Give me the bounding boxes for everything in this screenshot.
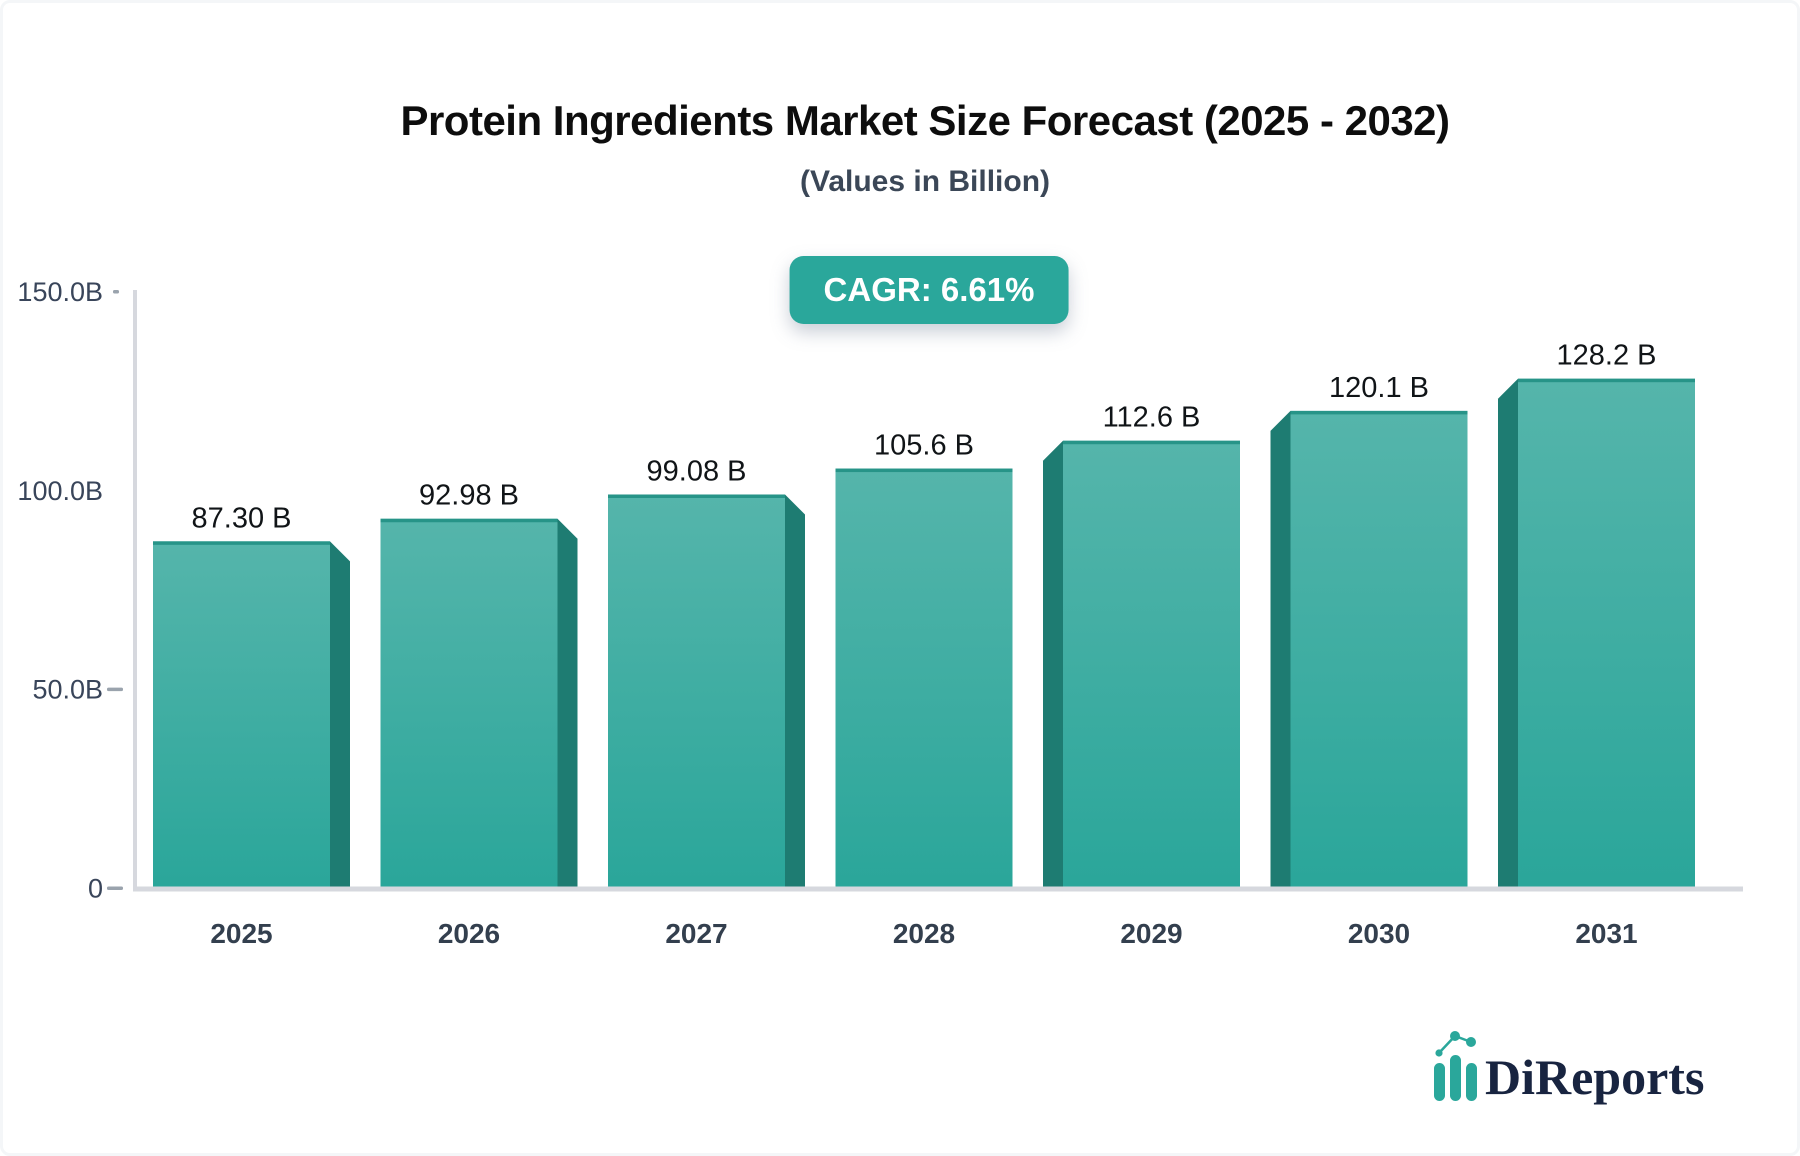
- x-axis-category-label: 2029: [1120, 918, 1182, 949]
- y-axis-tick-label: 50.0B: [32, 675, 103, 705]
- bar-2028[interactable]: 105.6 B 2028: [835, 430, 1013, 949]
- y-axis-tick-mark: [107, 687, 123, 692]
- bar-top-edge: [1518, 378, 1695, 383]
- x-axis-category-label: 2030: [1348, 918, 1410, 949]
- bar-face: [153, 541, 330, 889]
- bar-value-label: 112.6 B: [1103, 402, 1201, 434]
- bar-2026[interactable]: 92.98 B 2026: [380, 480, 578, 949]
- y-axis-tick-label: 150.0B: [17, 277, 103, 307]
- brand-logo: DiReports: [1431, 1027, 1704, 1103]
- x-axis-category-label: 2031: [1575, 918, 1637, 949]
- x-axis-line: [133, 886, 1743, 892]
- bar-face: [1290, 410, 1468, 889]
- bar-2031[interactable]: 128.2 B 2031: [1498, 340, 1695, 949]
- bar-side-face: [785, 494, 805, 889]
- bar-2029[interactable]: 112.6 B 2029: [1043, 402, 1240, 949]
- bar-top-edge: [153, 541, 330, 545]
- bar-value-label: 99.08 B: [647, 455, 747, 487]
- bar-value-label: 105.6 B: [874, 430, 974, 462]
- bar-value-label: 128.2 B: [1557, 340, 1657, 372]
- bar-value-label: 92.98 B: [419, 480, 519, 512]
- x-axis-category-label: 2026: [438, 918, 500, 949]
- bar-2025[interactable]: 87.30 B 2025: [153, 502, 350, 949]
- bar-face: [380, 518, 558, 889]
- bar-face: [608, 494, 785, 889]
- bar-top-edge: [608, 494, 785, 498]
- cagr-badge: CAGR: 6.61%: [789, 256, 1069, 324]
- bar-top-edge: [1063, 440, 1240, 445]
- bar-2030[interactable]: 120.1 B 2030: [1270, 372, 1468, 949]
- bar-chart-trend-icon: [1434, 1031, 1477, 1101]
- bar-side-face: [1270, 410, 1291, 889]
- bar-side-face: [330, 541, 350, 889]
- y-axis-tick-mark: [107, 886, 123, 890]
- bar-face: [1518, 378, 1695, 889]
- chart-title: Protein Ingredients Market Size Forecast…: [400, 97, 1450, 144]
- y-axis-tick-label: 0: [88, 874, 103, 904]
- chart-subtitle: (Values in Billion): [799, 165, 1051, 198]
- bar-top-edge: [1290, 410, 1468, 415]
- brand-logo-text: DiReports: [1485, 1048, 1705, 1105]
- x-axis-category-label: 2025: [210, 918, 272, 949]
- x-axis-category-label: 2028: [893, 918, 955, 949]
- bar-top-edge: [835, 468, 1013, 473]
- bar-face: [835, 468, 1013, 889]
- y-axis-tick-label: 100.0B: [17, 476, 103, 506]
- bar-2027[interactable]: 99.08 B 2027: [608, 455, 805, 949]
- bar-face: [1063, 440, 1240, 889]
- bar-side-face: [557, 518, 578, 889]
- bar-top-edge: [380, 518, 558, 523]
- bar-value-label: 87.30 B: [192, 502, 292, 534]
- x-axis-category-label: 2027: [665, 918, 727, 949]
- bar-value-label: 120.1 B: [1329, 372, 1429, 404]
- bar-chart: 150.0B 100.0B 50.0B 0 87.30 B 2025 92.98 B 2026…: [17, 277, 1743, 949]
- bar-side-face: [1498, 378, 1518, 889]
- y-axis-line: [133, 290, 137, 891]
- y-axis-tick-mark: [113, 290, 119, 294]
- bar-side-face: [1043, 440, 1063, 889]
